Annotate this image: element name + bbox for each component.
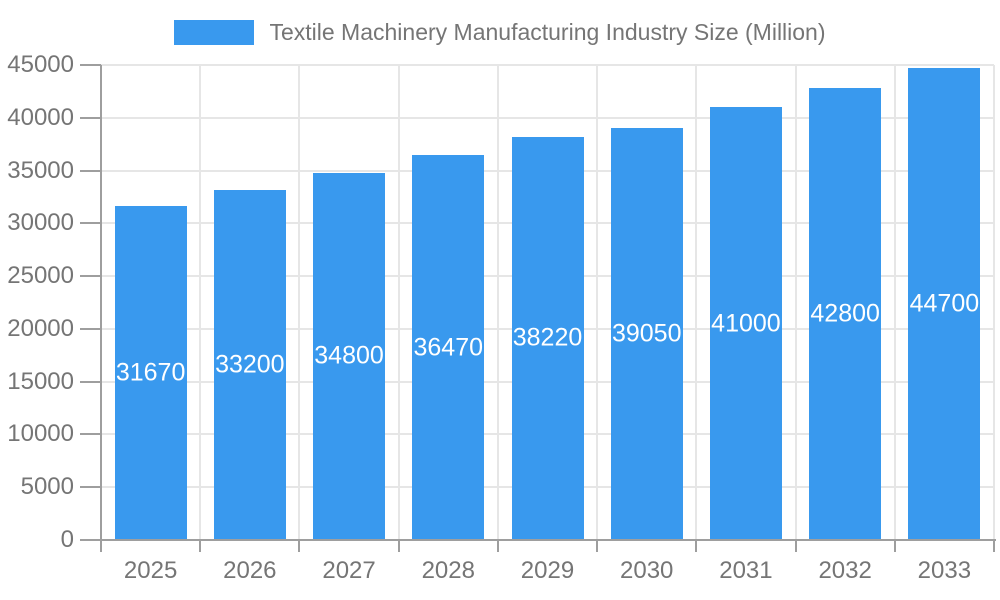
legend-label: Textile Machinery Manufacturing Industry…	[269, 18, 826, 45]
x-axis-tick	[496, 541, 499, 552]
chart-legend[interactable]: Textile Machinery Manufacturing Industry…	[0, 19, 1000, 45]
y-axis-tick-label: 30000	[7, 209, 74, 237]
y-axis-tick-label: 45000	[7, 51, 74, 78]
v-gridline	[993, 65, 995, 540]
y-axis-tick-label: 40000	[7, 103, 74, 131]
bar[interactable]	[908, 68, 981, 540]
y-axis-tick	[80, 116, 101, 119]
bar[interactable]	[114, 205, 187, 540]
x-axis-tick	[893, 541, 896, 552]
y-axis-tick-label: 5000	[20, 473, 74, 501]
v-gridline	[397, 65, 400, 540]
bar[interactable]	[709, 107, 782, 540]
v-gridline	[893, 65, 896, 540]
y-axis-tick	[80, 327, 101, 330]
legend-swatch-icon	[174, 19, 255, 45]
x-axis-tick	[298, 541, 301, 552]
v-gridline	[695, 65, 698, 540]
bar[interactable]	[809, 88, 882, 540]
v-gridline	[199, 65, 202, 540]
x-axis-tick	[199, 541, 202, 552]
v-gridline	[794, 65, 797, 540]
x-axis-tick-label: 2032	[818, 557, 872, 584]
y-axis-tick	[80, 433, 101, 436]
x-axis-tick-label: 2031	[719, 557, 773, 584]
bar[interactable]	[313, 172, 386, 540]
bar[interactable]	[511, 136, 584, 540]
y-axis-line	[100, 65, 102, 552]
y-axis-tick	[80, 64, 101, 66]
v-gridline	[496, 65, 499, 540]
x-axis-tick-label: 2033	[917, 557, 972, 584]
x-axis-tick-label: 2026	[223, 557, 277, 584]
x-axis-tick	[993, 541, 995, 552]
v-gridline	[596, 65, 599, 540]
y-axis-tick-label: 0	[60, 526, 74, 553]
x-axis-tick-label: 2025	[123, 557, 178, 584]
x-axis-tick	[794, 541, 797, 552]
h-gridline	[101, 116, 994, 119]
x-axis-tick-label: 2029	[520, 557, 575, 584]
y-axis-tick	[80, 275, 101, 278]
y-axis-tick	[80, 222, 101, 225]
h-gridline	[101, 64, 994, 66]
x-axis-tick	[397, 541, 400, 552]
y-axis-tick-label: 35000	[7, 156, 74, 184]
x-axis-tick	[596, 541, 599, 552]
y-axis-tick	[80, 169, 101, 172]
y-axis-tick-label: 20000	[7, 314, 74, 342]
y-axis-tick-label: 25000	[7, 262, 74, 290]
bar[interactable]	[213, 189, 286, 540]
v-gridline	[298, 65, 301, 540]
x-axis-line	[100, 539, 996, 541]
x-axis-tick	[695, 541, 698, 552]
bar[interactable]	[610, 127, 683, 540]
x-axis-tick-label: 2028	[421, 557, 475, 584]
y-axis-tick	[80, 539, 101, 541]
y-axis-tick-label: 10000	[7, 420, 74, 448]
x-axis-tick-label: 2027	[322, 557, 376, 584]
y-axis-tick-label: 15000	[7, 367, 74, 395]
y-axis-tick	[80, 380, 101, 383]
bar[interactable]	[412, 155, 485, 540]
y-axis-tick	[80, 486, 101, 489]
x-axis-tick-label: 2030	[620, 557, 674, 584]
